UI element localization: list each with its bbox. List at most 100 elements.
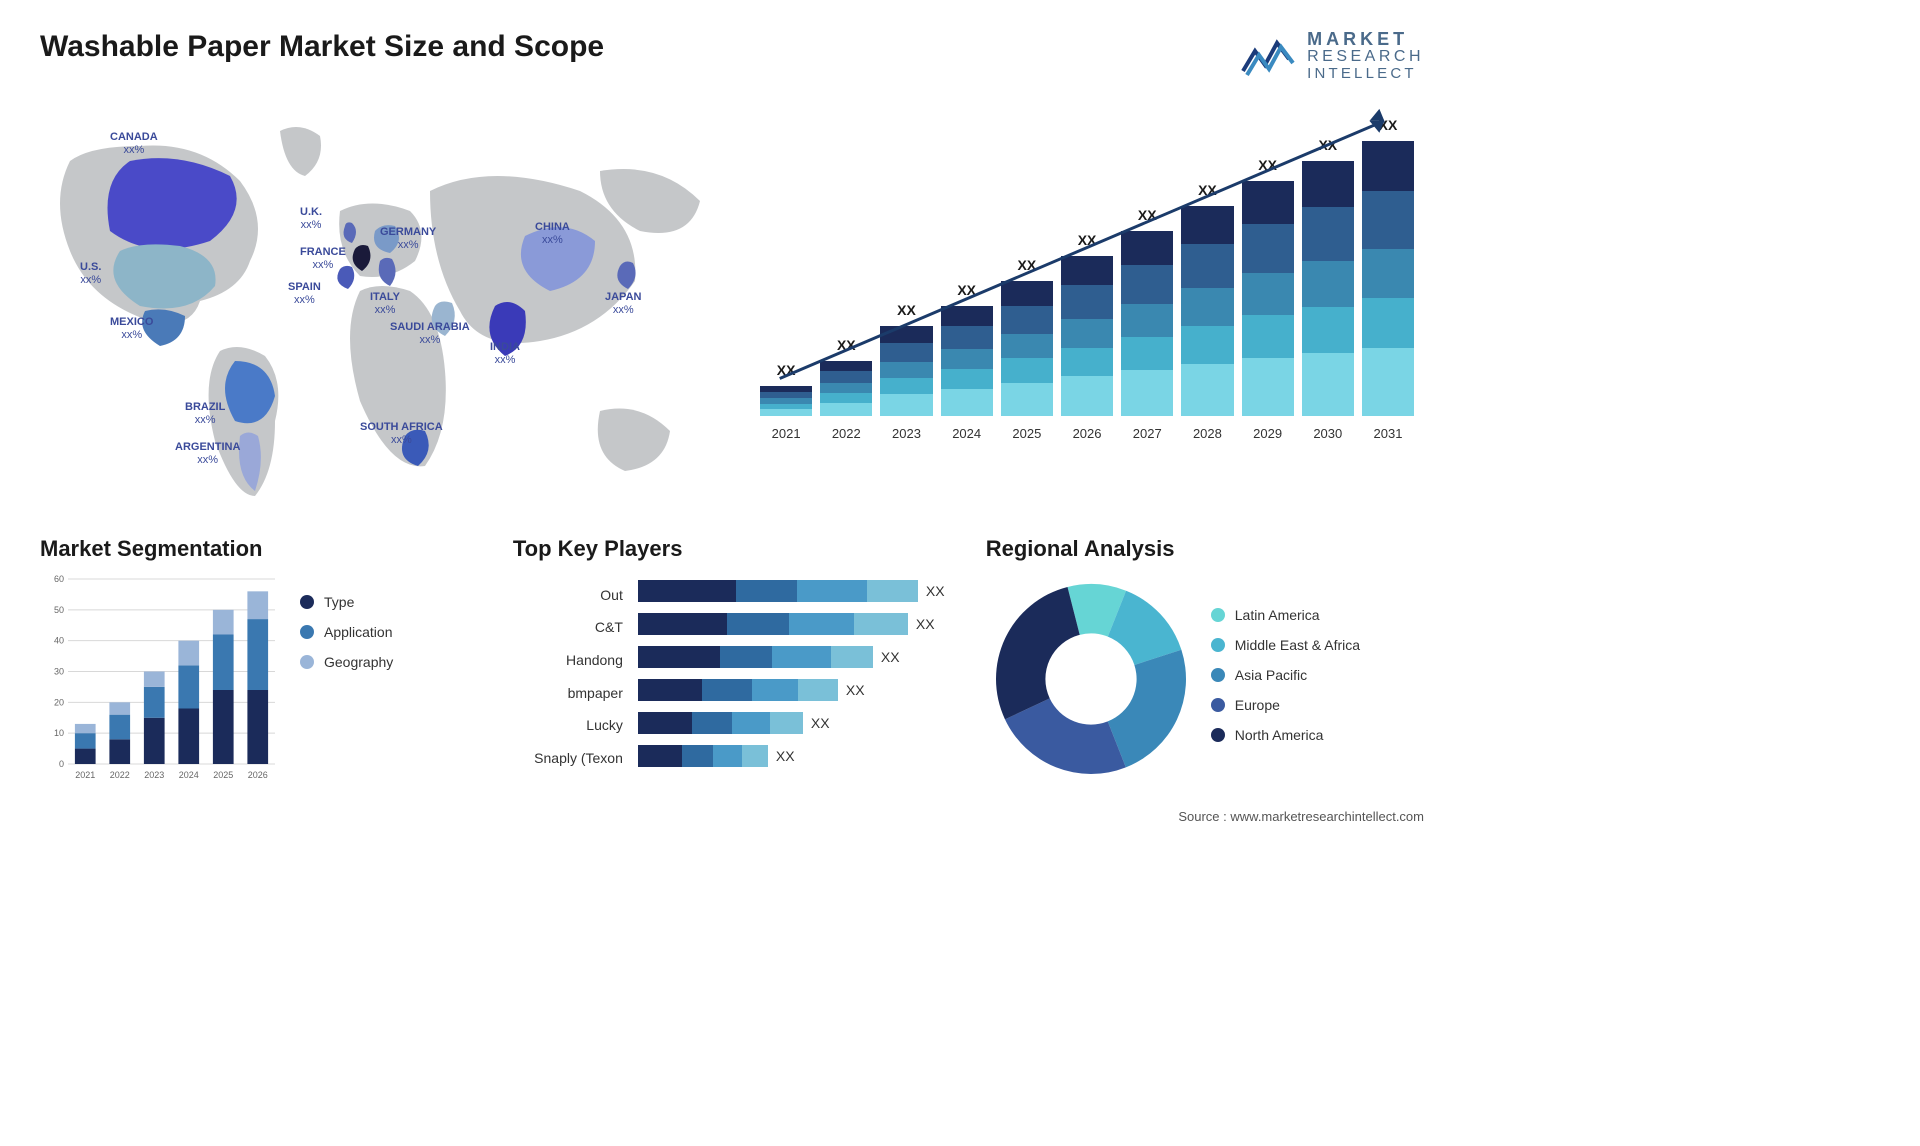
map-label-canada: CANADAxx% xyxy=(110,131,158,155)
regional-section: Regional Analysis Latin America Middle Ea… xyxy=(986,536,1429,789)
world-map: CANADAxx%U.S.xx%MEXICOxx%BRAZILxx%ARGENT… xyxy=(40,101,720,506)
map-label-name: INDIA xyxy=(490,341,520,353)
growth-bar-segment xyxy=(880,326,932,342)
growth-bar-segment xyxy=(1242,273,1294,315)
growth-bar-segment xyxy=(760,409,812,417)
growth-bar-segment xyxy=(1181,244,1233,288)
growth-bar-2031: XX2031 xyxy=(1362,117,1414,441)
growth-bar-segment xyxy=(1121,265,1173,304)
growth-bar-value: XX xyxy=(1078,232,1097,248)
player-bar-segment xyxy=(752,679,798,701)
legend-label: Application xyxy=(324,624,393,640)
player-bar-segment xyxy=(831,646,873,668)
legend-label: Latin America xyxy=(1235,607,1320,623)
logo-line3: INTELLECT xyxy=(1307,66,1424,82)
legend-label: Europe xyxy=(1235,697,1280,713)
player-name: Handong xyxy=(513,652,623,668)
growth-bar-2030: XX2030 xyxy=(1302,137,1354,441)
map-label-name: GERMANY xyxy=(380,226,436,238)
growth-bar-2029: XX2029 xyxy=(1242,157,1294,441)
map-label-name: SAUDI ARABIA xyxy=(390,321,470,333)
logo-line1: MARKET xyxy=(1307,30,1424,49)
growth-bar-segment xyxy=(1362,348,1414,417)
growth-bar-segment xyxy=(1001,306,1053,334)
growth-bar-year: 2025 xyxy=(1012,426,1041,441)
map-label-name: CANADA xyxy=(110,131,158,143)
growth-bar-segment xyxy=(1362,298,1414,348)
player-bar-segment xyxy=(854,613,908,635)
growth-bar-value: XX xyxy=(957,282,976,298)
map-label-pct: xx% xyxy=(490,354,520,366)
logo-icon xyxy=(1239,31,1299,81)
player-bar-row: XX xyxy=(638,710,956,736)
map-label-pct: xx% xyxy=(300,259,346,271)
growth-bar-value: XX xyxy=(1318,137,1337,153)
growth-bar-segment xyxy=(1181,326,1233,364)
growth-bar-value: XX xyxy=(1258,157,1277,173)
regional-legend-item: Latin America xyxy=(1211,607,1429,623)
regional-legend-item: North America xyxy=(1211,727,1429,743)
growth-bar-2024: XX2024 xyxy=(941,282,993,441)
player-name: Out xyxy=(513,587,623,603)
growth-bar-segment xyxy=(1061,319,1113,348)
map-label-pct: xx% xyxy=(380,239,436,251)
map-label-name: SPAIN xyxy=(288,281,321,293)
segmentation-chart: 0102030405060202120222023202420252026 xyxy=(40,574,280,789)
map-label-argentina: ARGENTINAxx% xyxy=(175,441,240,465)
legend-dot-icon xyxy=(1211,698,1225,712)
map-label-pct: xx% xyxy=(185,414,225,426)
logo-text: MARKET RESEARCH INTELLECT xyxy=(1307,30,1424,81)
growth-bar-segment xyxy=(1001,358,1053,382)
growth-bar-segment xyxy=(880,343,932,362)
svg-text:10: 10 xyxy=(54,729,64,739)
map-label-name: BRAZIL xyxy=(185,401,225,413)
growth-bar-segment xyxy=(1302,207,1354,261)
player-bar-segment xyxy=(732,712,770,734)
regional-title: Regional Analysis xyxy=(986,536,1429,562)
map-label-brazil: BRAZILxx% xyxy=(185,401,225,425)
growth-bar-segment xyxy=(941,306,993,326)
player-bar-row: XX xyxy=(638,611,956,637)
player-bar-segment xyxy=(789,613,854,635)
map-label-name: U.K. xyxy=(300,206,322,218)
legend-dot-icon xyxy=(1211,638,1225,652)
svg-text:2024: 2024 xyxy=(179,770,199,780)
map-label-name: CHINA xyxy=(535,221,570,233)
player-bar-segment xyxy=(770,712,803,734)
regional-legend-item: Asia Pacific xyxy=(1211,667,1429,683)
segmentation-legend: Type Application Geography xyxy=(300,574,483,789)
growth-bar-segment xyxy=(820,361,872,371)
legend-dot-icon xyxy=(300,595,314,609)
player-name: Snaply (Texon xyxy=(513,750,623,766)
player-name: bmpaper xyxy=(513,685,623,701)
segmentation-legend-item: Type xyxy=(300,594,483,610)
source-label: Source : www.marketresearchintellect.com xyxy=(40,809,1424,824)
legend-label: Geography xyxy=(324,654,393,670)
growth-bar-value: XX xyxy=(1018,257,1037,273)
svg-text:2023: 2023 xyxy=(144,770,164,780)
growth-bar-segment xyxy=(941,369,993,389)
key-players-bars: XXXXXXXXXXXX xyxy=(638,574,956,774)
regional-legend: Latin America Middle East & Africa Asia Pa… xyxy=(1211,607,1429,757)
map-label-us: U.S.xx% xyxy=(80,261,101,285)
growth-bar-segment xyxy=(820,403,872,417)
player-bar-segment xyxy=(638,646,720,668)
player-bar-segment xyxy=(772,646,831,668)
player-bar-segment xyxy=(702,679,752,701)
map-label-pct: xx% xyxy=(370,304,400,316)
growth-bar-value: XX xyxy=(1198,182,1217,198)
map-label-pct: xx% xyxy=(110,144,158,156)
svg-text:2026: 2026 xyxy=(248,770,268,780)
growth-bar-segment xyxy=(1121,337,1173,370)
map-label-pct: xx% xyxy=(288,294,321,306)
player-bar-row: XX xyxy=(638,743,956,769)
growth-bar-segment xyxy=(1001,281,1053,305)
growth-bar-segment xyxy=(820,371,872,383)
map-label-pct: xx% xyxy=(605,304,641,316)
player-bar-segment xyxy=(638,712,692,734)
map-label-name: U.S. xyxy=(80,261,101,273)
legend-label: Middle East & Africa xyxy=(1235,637,1360,653)
growth-bar-segment xyxy=(1121,370,1173,416)
regional-donut xyxy=(986,574,1196,789)
player-value: XX xyxy=(846,682,865,698)
